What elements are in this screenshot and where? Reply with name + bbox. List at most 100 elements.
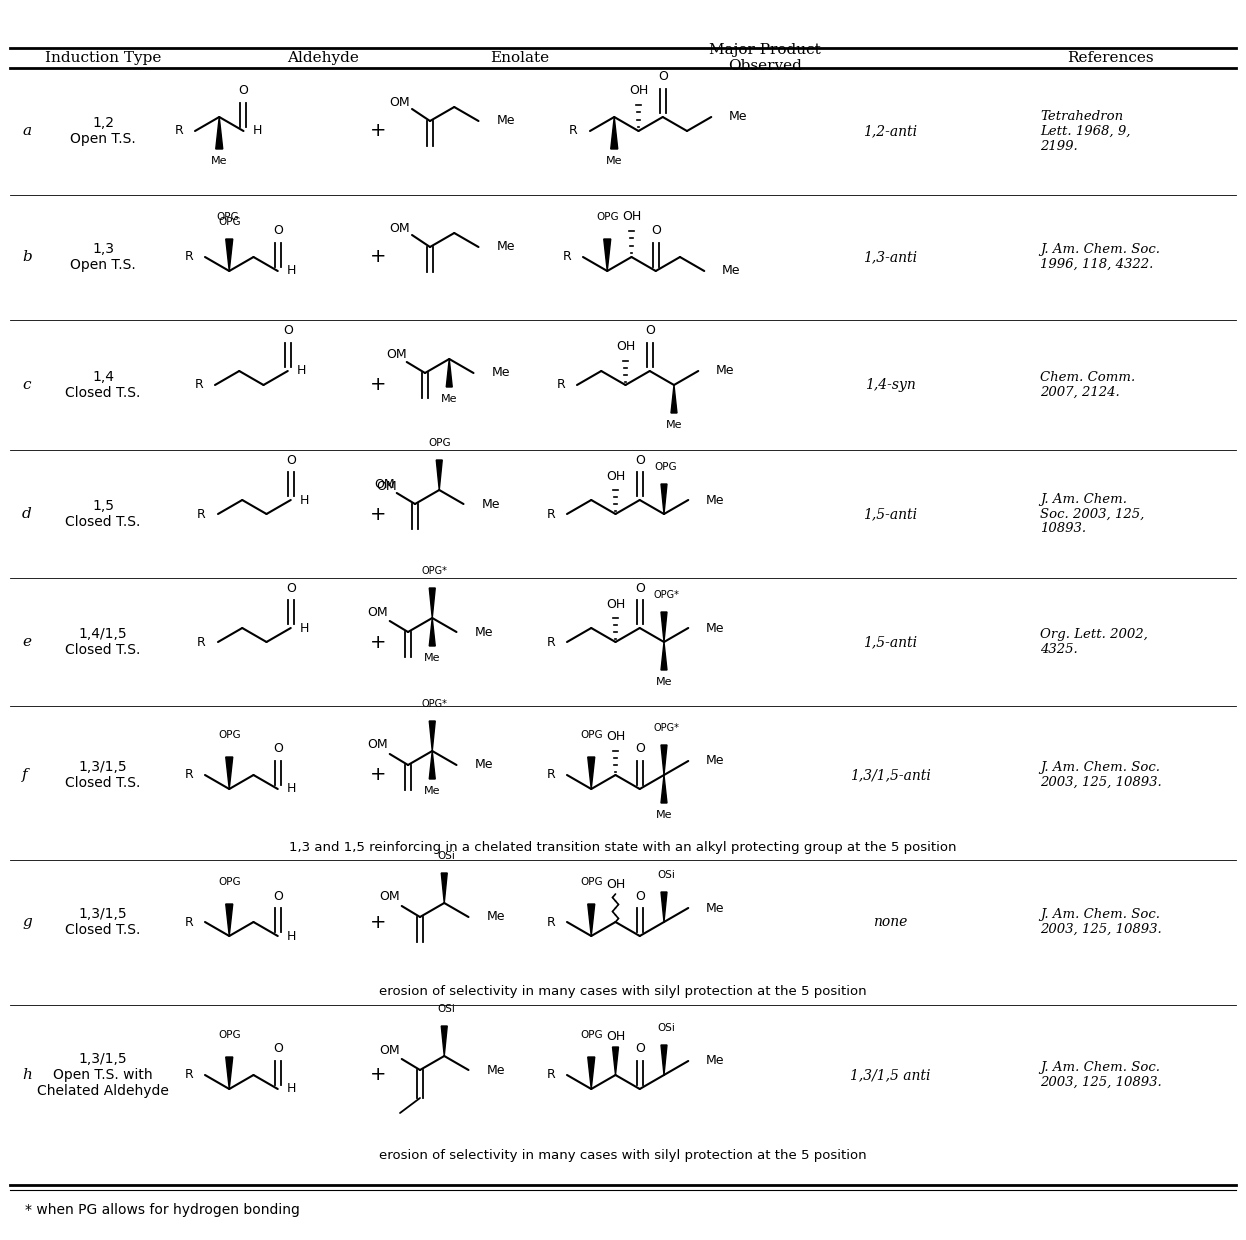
Text: 1,3/1,5
Closed T.S.: 1,3/1,5 Closed T.S. xyxy=(65,906,141,937)
Text: Me: Me xyxy=(706,1054,725,1068)
Text: OSi: OSi xyxy=(437,1004,455,1014)
Text: O: O xyxy=(273,743,283,755)
Text: H: H xyxy=(287,264,297,278)
Text: Me: Me xyxy=(475,759,493,771)
Polygon shape xyxy=(430,751,435,779)
Text: J. Am. Chem. Soc.
2003, 125, 10893.: J. Am. Chem. Soc. 2003, 125, 10893. xyxy=(1040,761,1161,789)
Polygon shape xyxy=(226,1056,233,1089)
Text: R: R xyxy=(562,250,571,264)
Text: H: H xyxy=(300,494,309,506)
Text: H: H xyxy=(287,930,297,942)
Text: OPG: OPG xyxy=(596,212,618,222)
Text: OH: OH xyxy=(616,341,635,353)
Polygon shape xyxy=(660,613,667,642)
Text: Me: Me xyxy=(655,677,673,687)
Text: J. Am. Chem. Soc.
2003, 125, 10893.: J. Am. Chem. Soc. 2003, 125, 10893. xyxy=(1040,1061,1161,1089)
Text: R: R xyxy=(184,1069,193,1081)
Text: R: R xyxy=(546,635,554,649)
Text: R: R xyxy=(197,507,206,521)
Text: R: R xyxy=(556,378,564,392)
Text: O: O xyxy=(634,743,644,755)
Text: Me: Me xyxy=(481,497,500,511)
Text: 1,2
Open T.S.: 1,2 Open T.S. xyxy=(70,115,136,146)
Text: Me: Me xyxy=(424,653,441,663)
Text: a: a xyxy=(22,124,31,138)
Text: OH: OH xyxy=(606,1030,625,1044)
Text: OH: OH xyxy=(606,878,625,890)
Text: O: O xyxy=(273,889,283,903)
Text: Me: Me xyxy=(496,241,515,253)
Text: none: none xyxy=(872,915,907,929)
Polygon shape xyxy=(216,117,223,149)
Text: OH: OH xyxy=(606,470,625,482)
Text: 1,4-syn: 1,4-syn xyxy=(865,378,916,392)
Polygon shape xyxy=(436,460,442,490)
Text: Me: Me xyxy=(486,910,505,924)
Text: R: R xyxy=(546,507,554,521)
Text: OPG: OPG xyxy=(218,877,240,887)
Text: OH: OH xyxy=(622,211,642,223)
Text: OM: OM xyxy=(386,348,407,362)
Text: OM: OM xyxy=(368,739,388,751)
Text: OPG: OPG xyxy=(218,217,240,227)
Text: Me: Me xyxy=(211,156,228,166)
Text: H: H xyxy=(297,365,307,377)
Text: O: O xyxy=(285,582,295,594)
Text: OSi: OSi xyxy=(437,851,455,861)
Text: R: R xyxy=(569,124,578,138)
Text: Me: Me xyxy=(723,264,740,278)
Polygon shape xyxy=(226,904,233,936)
Text: O: O xyxy=(273,224,283,238)
Text: Me: Me xyxy=(491,367,510,379)
Text: Aldehyde: Aldehyde xyxy=(287,51,359,64)
Text: 1,3/1,5 anti: 1,3/1,5 anti xyxy=(850,1068,931,1083)
Text: O: O xyxy=(285,454,295,466)
Text: OPG: OPG xyxy=(579,877,603,887)
Text: OM: OM xyxy=(368,605,388,619)
Text: J. Am. Chem. Soc.
2003, 125, 10893.: J. Am. Chem. Soc. 2003, 125, 10893. xyxy=(1040,908,1161,936)
Text: Me: Me xyxy=(706,901,725,915)
Text: Me: Me xyxy=(716,365,735,377)
Polygon shape xyxy=(613,1047,618,1075)
Text: Me: Me xyxy=(655,810,673,820)
Text: OM: OM xyxy=(380,1044,400,1056)
Polygon shape xyxy=(441,1025,447,1056)
Text: OH: OH xyxy=(606,730,625,744)
Text: OPG*: OPG* xyxy=(653,723,679,733)
Text: Enolate: Enolate xyxy=(491,51,549,64)
Polygon shape xyxy=(441,873,447,903)
Text: * when PG allows for hydrogen bonding: * when PG allows for hydrogen bonding xyxy=(25,1203,300,1216)
Text: OPG: OPG xyxy=(218,730,240,740)
Text: Me: Me xyxy=(665,420,683,430)
Text: R: R xyxy=(197,635,206,649)
Text: References: References xyxy=(1067,51,1154,64)
Text: H: H xyxy=(300,621,309,635)
Text: Induction Type: Induction Type xyxy=(45,51,161,64)
Text: H: H xyxy=(287,1083,297,1095)
Polygon shape xyxy=(588,756,594,789)
Polygon shape xyxy=(430,588,435,618)
Text: OM: OM xyxy=(390,95,410,109)
Polygon shape xyxy=(446,360,452,387)
Text: OPG: OPG xyxy=(654,463,678,472)
Text: OPG*: OPG* xyxy=(653,590,679,600)
Text: Me: Me xyxy=(706,494,725,506)
Text: H: H xyxy=(287,782,297,796)
Text: Me: Me xyxy=(475,625,493,639)
Text: OH: OH xyxy=(629,84,648,98)
Text: J. Am. Chem. Soc.
1996, 118, 4322.: J. Am. Chem. Soc. 1996, 118, 4322. xyxy=(1040,243,1160,272)
Text: Me: Me xyxy=(424,786,441,796)
Polygon shape xyxy=(588,1056,594,1089)
Text: J. Am. Chem.
Soc. 2003, 125,
10893.: J. Am. Chem. Soc. 2003, 125, 10893. xyxy=(1040,492,1144,536)
Text: +: + xyxy=(370,913,386,931)
Polygon shape xyxy=(660,484,667,515)
Text: +: + xyxy=(370,1065,386,1085)
Polygon shape xyxy=(660,775,667,804)
Text: OPG: OPG xyxy=(216,212,238,222)
Polygon shape xyxy=(672,384,677,413)
Text: Me: Me xyxy=(729,110,748,124)
Text: OPG: OPG xyxy=(579,1030,603,1040)
Text: d: d xyxy=(22,507,31,521)
Text: R: R xyxy=(184,915,193,929)
Text: 1,3-anti: 1,3-anti xyxy=(863,250,917,264)
